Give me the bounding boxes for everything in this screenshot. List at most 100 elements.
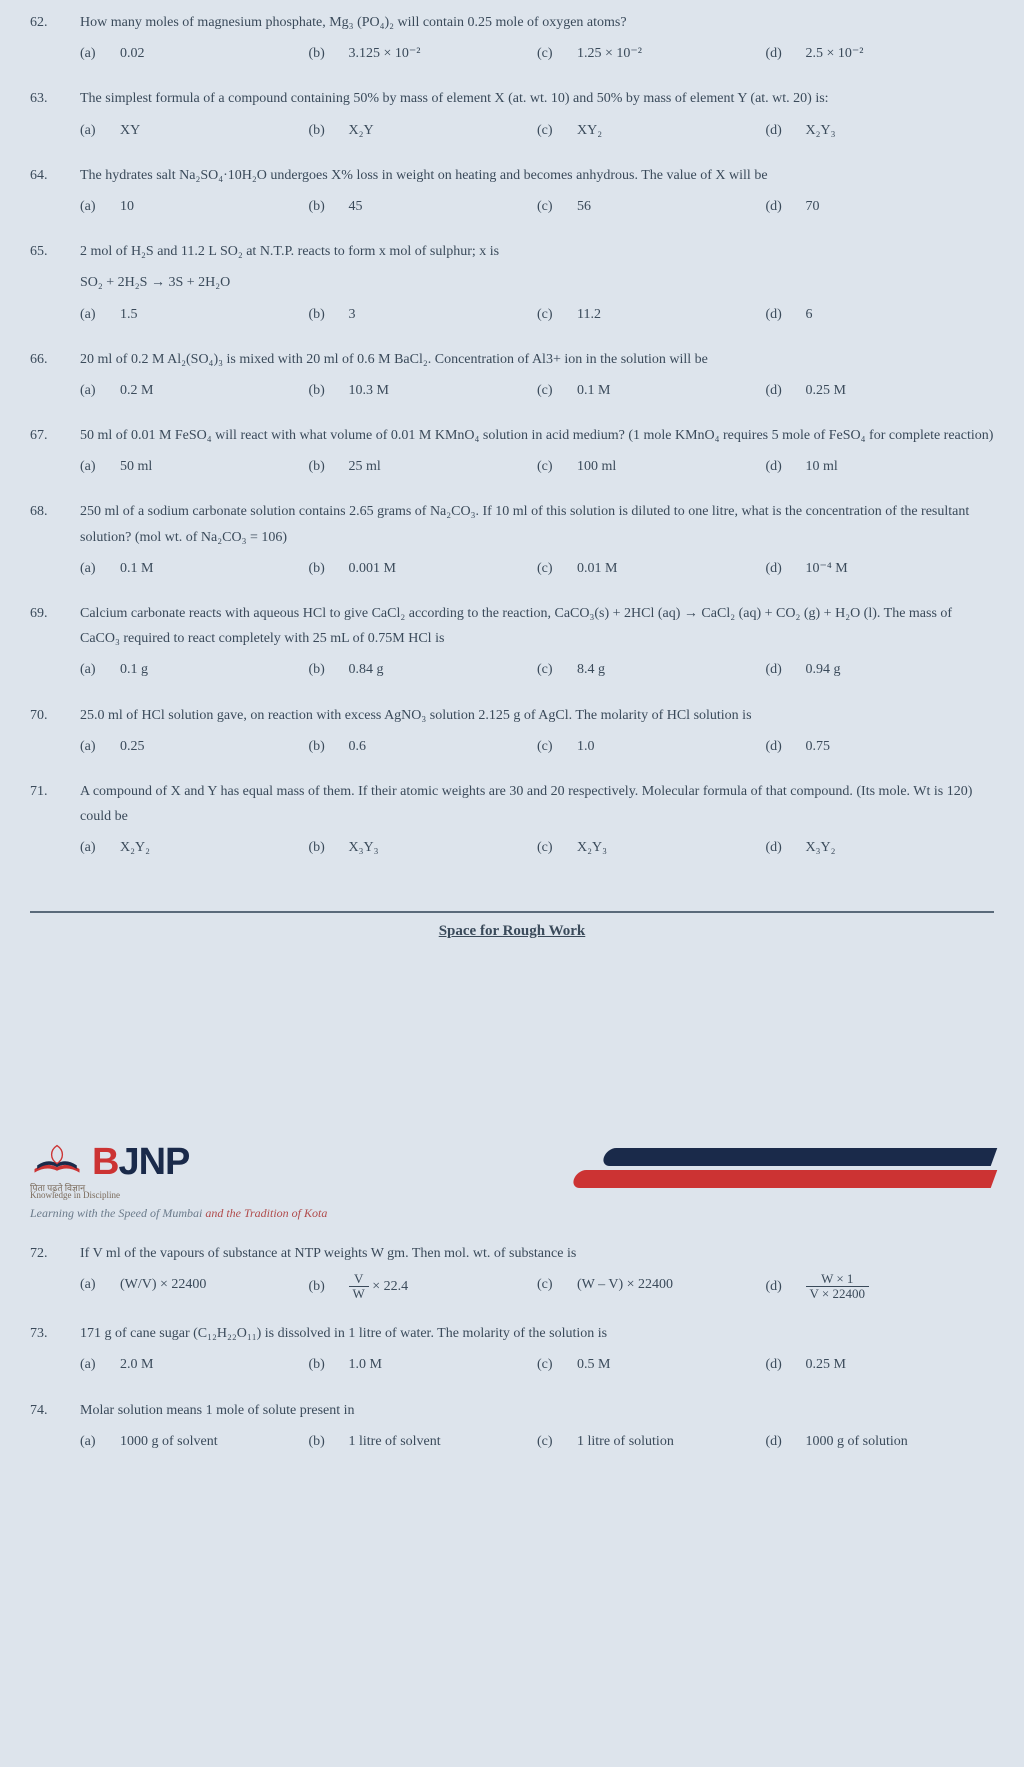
option-value: 0.94 g [806, 657, 995, 682]
option-label: (a) [80, 1352, 120, 1377]
option-value: 0.25 M [806, 1352, 995, 1377]
option-label: (b) [309, 1352, 349, 1377]
question-number: 65. [30, 239, 80, 327]
option-value: 0.1 M [577, 378, 766, 403]
option: (a)2.0 M [80, 1352, 309, 1377]
question: 72.If V ml of the vapours of substance a… [30, 1241, 994, 1302]
options-row: (a)50 ml(b)25 ml(c)100 ml(d)10 ml [80, 454, 994, 479]
option-value: VW × 22.4 [349, 1272, 538, 1302]
option: (b)VW × 22.4 [309, 1272, 538, 1302]
question-body: 2 mol of H₂S and 11.2 L SO₂ at N.T.P. re… [80, 239, 994, 327]
option: (d)0.25 M [766, 378, 995, 403]
option-label: (c) [537, 835, 577, 860]
option: (b)X₂Y [309, 118, 538, 143]
question: 63.The simplest formula of a compound co… [30, 86, 994, 142]
option-label: (d) [766, 1429, 806, 1454]
question-body: The simplest formula of a compound conta… [80, 86, 994, 142]
option-label: (a) [80, 378, 120, 403]
option-label: (b) [309, 378, 349, 403]
option-label: (a) [80, 118, 120, 143]
worksheet-page: 62.How many moles of magnesium phosphate… [0, 0, 1024, 1494]
option-value: 3.125 × 10⁻² [349, 41, 538, 66]
question: 74.Molar solution means 1 mole of solute… [30, 1398, 994, 1454]
option-value: 0.01 M [577, 556, 766, 581]
question-body: The hydrates salt Na₂SO₄·10H₂O undergoes… [80, 163, 994, 219]
book-icon [30, 1140, 84, 1185]
question-number: 71. [30, 779, 80, 861]
option: (c)0.1 M [537, 378, 766, 403]
option-label: (a) [80, 41, 120, 66]
option-label: (b) [309, 118, 349, 143]
option: (b)10.3 M [309, 378, 538, 403]
option-label: (a) [80, 556, 120, 581]
option-label: (d) [766, 118, 806, 143]
question: 64.The hydrates salt Na₂SO₄·10H₂O underg… [30, 163, 994, 219]
option-label: (d) [766, 835, 806, 860]
option-label: (d) [766, 194, 806, 219]
question-body: 20 ml of 0.2 M Al₂(SO₄)₃ is mixed with 2… [80, 347, 994, 403]
option-value: 0.25 [120, 734, 309, 759]
option-value: 50 ml [120, 454, 309, 479]
divider [30, 911, 994, 913]
question-body: 250 ml of a sodium carbonate solution co… [80, 499, 994, 581]
logo-block: BJNP पिता पढ़ते विज्ञान Knowledge in Dis… [30, 1140, 189, 1200]
question-text: How many moles of magnesium phosphate, M… [80, 10, 994, 35]
question-body: 50 ml of 0.01 M FeSO₄ will react with wh… [80, 423, 994, 479]
option-label: (d) [766, 556, 806, 581]
tagline: Learning with the Speed of Mumbai and th… [30, 1206, 994, 1221]
question-text: 50 ml of 0.01 M FeSO₄ will react with wh… [80, 423, 994, 448]
option-label: (b) [309, 657, 349, 682]
question: 68.250 ml of a sodium carbonate solution… [30, 499, 994, 581]
option: (a)1.5 [80, 302, 309, 327]
option-label: (a) [80, 454, 120, 479]
question: 71.A compound of X and Y has equal mass … [30, 779, 994, 861]
option: (d)X₂Y₃ [766, 118, 995, 143]
option-value: 0.02 [120, 41, 309, 66]
option-value: X₃Y₃ [349, 835, 538, 860]
option-value: 0.84 g [349, 657, 538, 682]
option-label: (a) [80, 657, 120, 682]
options-row: (a)XY(b)X₂Y(c)XY₂(d)X₂Y₃ [80, 118, 994, 143]
logo-text: BJNP [92, 1141, 189, 1184]
question: 69.Calcium carbonate reacts with aqueous… [30, 601, 994, 683]
option: (d)2.5 × 10⁻² [766, 41, 995, 66]
option-value: (W – V) × 22400 [577, 1272, 766, 1297]
option-label: (a) [80, 194, 120, 219]
options-row: (a)0.02(b)3.125 × 10⁻²(c)1.25 × 10⁻²(d)2… [80, 41, 994, 66]
option-value: 0.25 M [806, 378, 995, 403]
question-text: Calcium carbonate reacts with aqueous HC… [80, 601, 994, 651]
option-label: (a) [80, 835, 120, 860]
option-label: (b) [309, 556, 349, 581]
option: (a)(W/V) × 22400 [80, 1272, 309, 1302]
option-label: (d) [766, 1352, 806, 1377]
option-value: 0.1 M [120, 556, 309, 581]
option-label: (c) [537, 1272, 577, 1297]
option-label: (b) [309, 302, 349, 327]
option-value: 100 ml [577, 454, 766, 479]
option-value: 0.1 g [120, 657, 309, 682]
question-number: 73. [30, 1321, 80, 1377]
question: 65.2 mol of H₂S and 11.2 L SO₂ at N.T.P.… [30, 239, 994, 327]
option: (a)0.1 M [80, 556, 309, 581]
option-value: 1000 g of solvent [120, 1429, 309, 1454]
option: (d)6 [766, 302, 995, 327]
option: (c)X₂Y₃ [537, 835, 766, 860]
option: (c)11.2 [537, 302, 766, 327]
option: (a)0.02 [80, 41, 309, 66]
rough-work-label: Space for Rough Work [30, 923, 994, 940]
option: (b)45 [309, 194, 538, 219]
options-row: (a)(W/V) × 22400(b)VW × 22.4(c)(W – V) ×… [80, 1272, 994, 1302]
option-label: (c) [537, 378, 577, 403]
options-row: (a)1000 g of solvent(b)1 litre of solven… [80, 1429, 994, 1454]
question-body: How many moles of magnesium phosphate, M… [80, 10, 994, 66]
option-value: 6 [806, 302, 995, 327]
options-row: (a)2.0 M(b)1.0 M(c)0.5 M(d)0.25 M [80, 1352, 994, 1377]
option-value: 10⁻⁴ M [806, 556, 995, 581]
option: (b)3.125 × 10⁻² [309, 41, 538, 66]
option: (c)XY₂ [537, 118, 766, 143]
option-label: (b) [309, 835, 349, 860]
option-label: (c) [537, 302, 577, 327]
option: (c)1.0 [537, 734, 766, 759]
question-text: 20 ml of 0.2 M Al₂(SO₄)₃ is mixed with 2… [80, 347, 994, 372]
question-number: 70. [30, 703, 80, 759]
